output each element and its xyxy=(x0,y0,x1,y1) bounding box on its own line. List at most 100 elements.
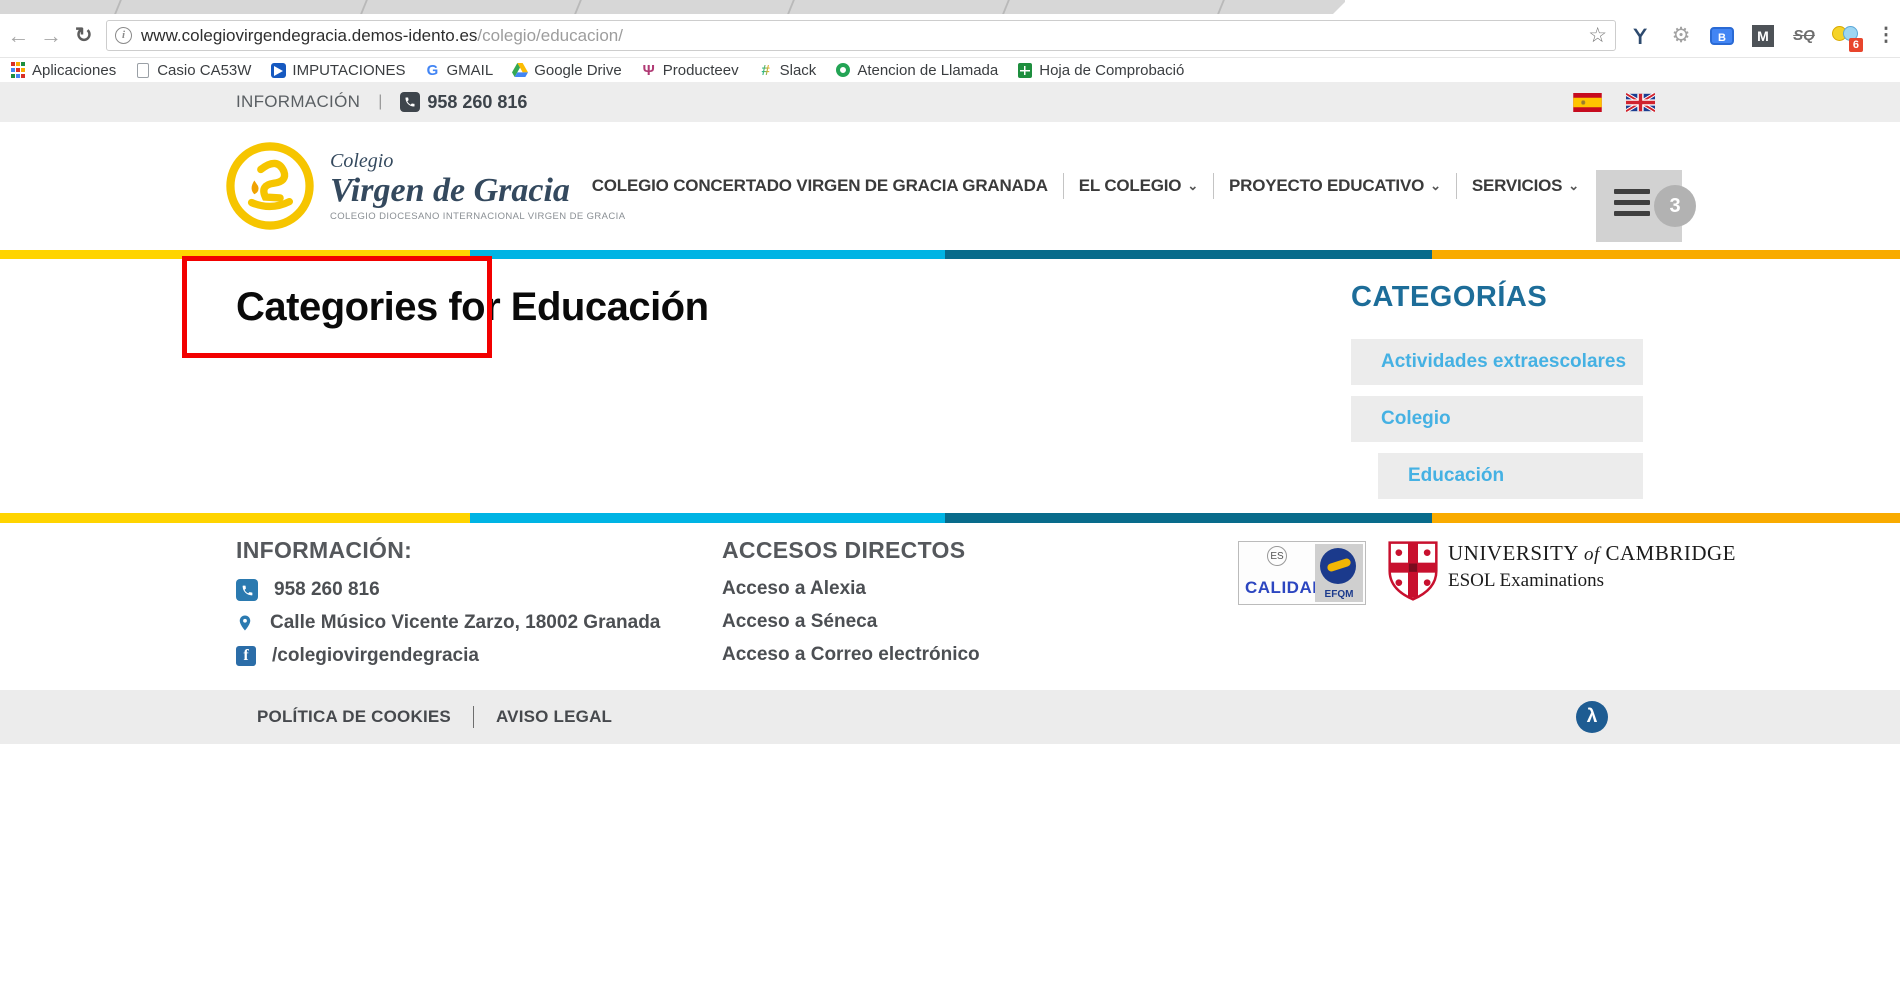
bookmark-label: Producteev xyxy=(662,61,739,79)
phone-icon xyxy=(236,579,258,601)
footer-link-seneca[interactable]: Acceso a Séneca xyxy=(722,611,878,632)
legal-separator xyxy=(472,706,474,728)
footer-facebook-handle: /colegiovirgendegracia xyxy=(272,645,479,666)
header-phone-number[interactable]: 958 260 816 xyxy=(427,91,528,112)
cookies-link[interactable]: POLÍTICA DE COOKIES xyxy=(257,707,451,726)
site-logo[interactable]: Colegio Virgen de Gracia COLEGIO DIOCESA… xyxy=(224,140,625,232)
url-path: /colegio/educacion/ xyxy=(477,25,623,45)
nav-label: COLEGIO CONCERTADO VIRGEN DE GRACIA GRAN… xyxy=(591,176,1048,195)
language-flags xyxy=(1573,92,1655,112)
chevron-down-icon: ⌄ xyxy=(1568,178,1579,193)
active-tab[interactable] xyxy=(1333,0,1900,14)
extension-row: ⅄ ⚙ B M SQ 6 ⋮ xyxy=(1626,22,1900,52)
nav-item-home[interactable]: COLEGIO CONCERTADO VIRGEN DE GRACIA GRAN… xyxy=(577,173,1064,199)
apps-grid-icon xyxy=(10,62,26,78)
reload-button[interactable]: ↻ xyxy=(74,24,93,47)
category-item-colegio[interactable]: Colegio xyxy=(1351,396,1643,442)
cambridge-line1b: of xyxy=(1583,544,1600,565)
aviso-legal-link[interactable]: AVISO LEGAL xyxy=(495,707,613,726)
tab-separator xyxy=(114,0,122,14)
category-item-actividades[interactable]: Actividades extraescolares xyxy=(1351,339,1643,385)
categories-heading: CATEGORÍAS xyxy=(1351,281,1548,313)
page-info-icon[interactable]: i xyxy=(115,27,133,44)
bookmark-label: GMAIL xyxy=(446,61,494,79)
tab-separator xyxy=(360,0,368,14)
footer-phone-row: 958 260 816 xyxy=(236,578,660,602)
footer-address-row: Calle Músico Vicente Zarzo, 18002 Granad… xyxy=(236,611,660,635)
forward-button[interactable]: → xyxy=(40,22,62,48)
lightbulb-extension-icon[interactable]: 6 xyxy=(1831,22,1864,52)
footer-link-correo[interactable]: Acceso a Correo electrónico xyxy=(722,644,980,665)
cambridge-text: UNIVERSITY of CAMBRIDGE ESOL Examination… xyxy=(1448,541,1736,592)
site-footer: INFORMACIÓN: 958 260 816 Calle Músico Vi… xyxy=(0,523,1900,690)
hamburger-icon xyxy=(1614,189,1650,216)
phone-icon xyxy=(400,92,421,112)
chevron-down-icon: ⌄ xyxy=(1187,178,1199,193)
footer-link-alexia[interactable]: Acceso a Alexia xyxy=(722,578,866,599)
footer-links-column: ACCESOS DIRECTOS Acceso a Alexia Acceso … xyxy=(722,537,980,677)
bookmark-label: IMPUTACIONES xyxy=(292,61,406,79)
tab-separator xyxy=(1002,0,1010,14)
category-item-educacion[interactable]: Educación xyxy=(1378,453,1643,499)
bookmark-label: Atencion de Llamada xyxy=(857,61,999,79)
calidad-emblem-icon: ES xyxy=(1267,546,1287,566)
site-info-bar: INFORMACIÓN | 958 260 816 xyxy=(0,82,1900,122)
gear-extension-icon[interactable]: ⚙ xyxy=(1671,24,1691,47)
nav-item-proyecto-educativo[interactable]: PROYECTO EDUCATIVO ⌄ xyxy=(1214,173,1457,199)
calidad-logo: ES CALIDAD EFQM xyxy=(1238,541,1366,605)
footer-address: Calle Músico Vicente Zarzo, 18002 Granad… xyxy=(270,612,661,633)
idento-logo[interactable]: λ xyxy=(1576,701,1608,733)
top-accent-stripe xyxy=(0,250,1900,259)
uk-flag-icon[interactable] xyxy=(1626,92,1655,112)
main-content: Categories for Educación CATEGORÍAS Acti… xyxy=(0,259,1900,513)
spreadsheet-icon xyxy=(1017,62,1033,78)
bookmark-item[interactable]: Casio CA53W xyxy=(135,62,251,79)
tab-separator xyxy=(574,0,582,14)
main-navigation: COLEGIO CONCERTADO VIRGEN DE GRACIA GRAN… xyxy=(577,122,1594,250)
footer-phone-number: 958 260 816 xyxy=(274,579,380,600)
bookmark-item[interactable]: Hoja de Comprobació xyxy=(1017,62,1184,79)
footer-logos: ES CALIDAD EFQM UNIVERSITY of CAMBRI xyxy=(1238,541,1736,605)
bookmark-item[interactable]: # Slack xyxy=(758,62,816,79)
tab-strip[interactable] xyxy=(0,0,1345,14)
bookmark-label: Casio CA53W xyxy=(157,61,252,79)
url-domain: www.colegiovirgendegracia.demos-idento.e… xyxy=(141,25,478,45)
footer-facebook-row[interactable]: f /colegiovirgendegracia xyxy=(236,644,660,668)
sq-extension-icon[interactable]: SQ xyxy=(1793,27,1815,44)
site-header: Colegio Virgen de Gracia COLEGIO DIOCESA… xyxy=(0,122,1900,250)
nav-item-el-colegio[interactable]: EL COLEGIO ⌄ xyxy=(1064,173,1215,199)
fork-extension-icon[interactable]: ⅄ xyxy=(1633,24,1647,46)
bookmark-star-icon[interactable]: ☆ xyxy=(1588,24,1608,47)
nav-label: EL COLEGIO xyxy=(1078,176,1182,195)
page-title: Categories for Educación xyxy=(236,285,709,329)
calidad-word: CALIDAD xyxy=(1245,578,1325,597)
browser-toolbar: ← → ↻ i www.colegiovirgendegracia.demos-… xyxy=(0,14,1900,58)
spain-flag-icon[interactable] xyxy=(1573,92,1602,112)
legal-bar: POLÍTICA DE COOKIES AVISO LEGAL λ xyxy=(0,690,1900,744)
cambridge-shield-icon xyxy=(1388,541,1438,601)
map-pin-icon xyxy=(239,615,251,631)
category-label: Educación xyxy=(1408,465,1505,486)
info-label: INFORMACIÓN xyxy=(236,92,361,111)
efqm-badge: EFQM xyxy=(1315,544,1363,602)
logo-swan-icon xyxy=(226,142,314,230)
bookmark-item[interactable]: Ψ Producteev xyxy=(641,62,739,79)
bookmark-apps[interactable]: Aplicaciones xyxy=(10,62,116,79)
nav-item-servicios[interactable]: SERVICIOS ⌄ xyxy=(1457,173,1594,199)
back-button[interactable]: ← xyxy=(7,22,30,48)
cambridge-line1a: UNIVERSITY xyxy=(1448,541,1579,565)
nav-label: PROYECTO EDUCATIVO xyxy=(1229,176,1425,195)
bookmark-item[interactable]: Atencion de Llamada xyxy=(835,62,998,79)
page-icon xyxy=(135,62,151,78)
bookmark-item[interactable]: Google Drive xyxy=(512,62,622,79)
browser-menu-icon[interactable]: ⋮ xyxy=(1876,25,1896,46)
address-bar[interactable]: i www.colegiovirgendegracia.demos-idento… xyxy=(106,20,1617,51)
bookmark-item[interactable]: G GMAIL xyxy=(425,62,494,79)
tag-extension-icon[interactable]: B xyxy=(1708,22,1736,50)
gmail-icon: G xyxy=(426,61,439,79)
hamburger-menu-button[interactable]: 3 xyxy=(1596,170,1696,242)
tab-separator xyxy=(1217,0,1225,14)
m-extension-icon[interactable]: M xyxy=(1749,22,1777,50)
bookmark-item[interactable]: IMPUTACIONES xyxy=(270,61,406,79)
